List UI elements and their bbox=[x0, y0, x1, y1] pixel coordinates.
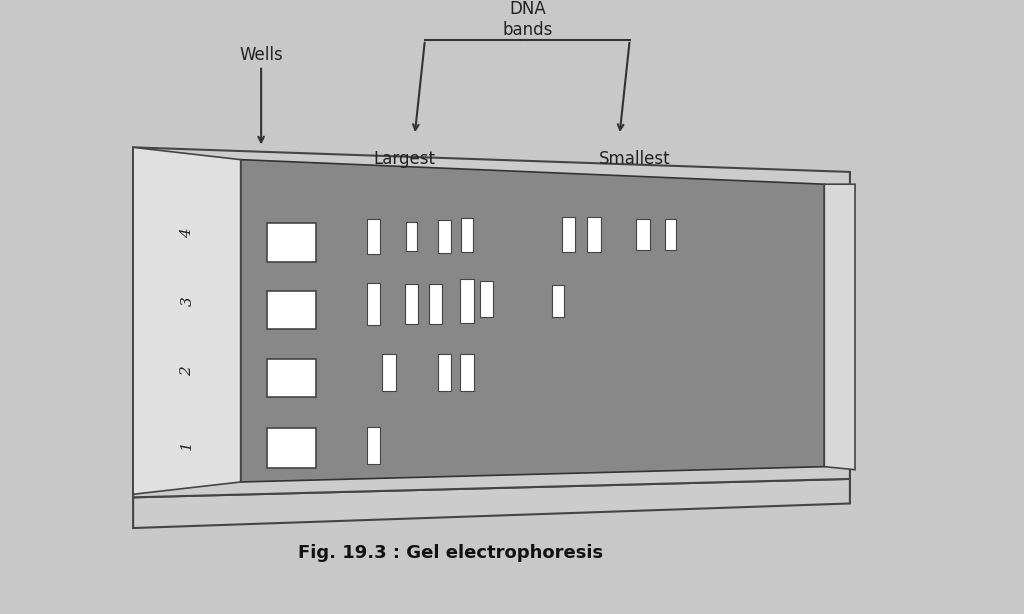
Bar bbox=[406, 284, 419, 324]
Bar bbox=[461, 279, 473, 323]
Bar bbox=[406, 222, 418, 251]
Bar bbox=[461, 354, 473, 391]
Polygon shape bbox=[824, 184, 855, 470]
Polygon shape bbox=[133, 479, 850, 528]
Bar bbox=[428, 284, 442, 324]
Bar bbox=[553, 285, 564, 317]
Bar bbox=[666, 219, 677, 250]
Bar bbox=[562, 217, 575, 252]
Text: 4: 4 bbox=[180, 228, 195, 238]
Text: Smallest: Smallest bbox=[599, 150, 671, 168]
Text: Fig. 19.3 : Gel electrophoresis: Fig. 19.3 : Gel electrophoresis bbox=[298, 544, 603, 562]
Polygon shape bbox=[241, 160, 824, 482]
Bar bbox=[461, 218, 473, 252]
Text: Wells: Wells bbox=[240, 47, 283, 64]
Bar bbox=[367, 427, 381, 464]
Bar bbox=[588, 217, 600, 252]
Text: DNA
bands: DNA bands bbox=[502, 0, 553, 39]
Bar bbox=[267, 291, 316, 329]
Bar bbox=[267, 223, 316, 262]
Bar bbox=[367, 283, 381, 325]
Text: Largest: Largest bbox=[374, 150, 435, 168]
Bar bbox=[637, 219, 650, 250]
Bar bbox=[267, 359, 316, 397]
Bar bbox=[267, 429, 316, 468]
Text: 1: 1 bbox=[180, 440, 195, 450]
Bar bbox=[367, 219, 381, 254]
Bar bbox=[438, 219, 451, 253]
Bar bbox=[438, 354, 451, 391]
Text: 2: 2 bbox=[180, 367, 195, 376]
Bar bbox=[383, 354, 395, 391]
Text: 3: 3 bbox=[180, 296, 195, 306]
Bar bbox=[480, 281, 493, 317]
Polygon shape bbox=[133, 147, 850, 497]
Polygon shape bbox=[133, 147, 241, 494]
